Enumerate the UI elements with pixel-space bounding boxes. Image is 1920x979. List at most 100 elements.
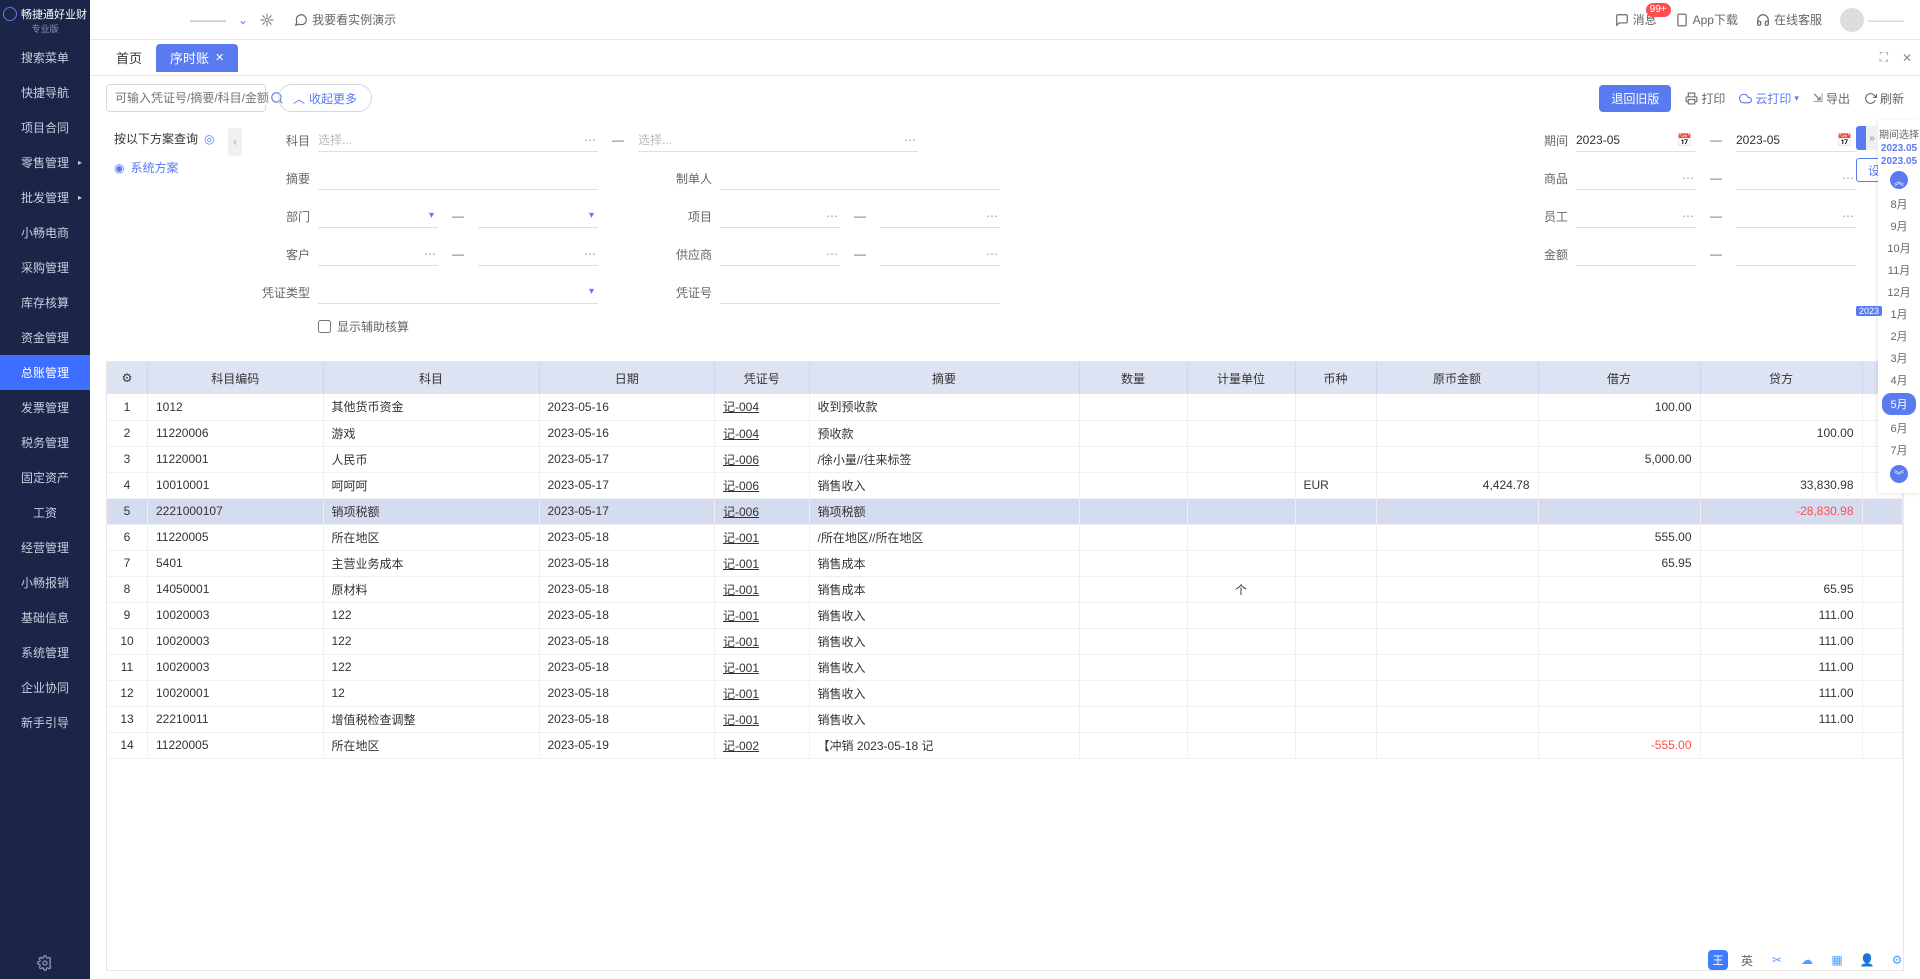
sidebar-item[interactable]: 工资: [0, 495, 90, 530]
sidebar-settings[interactable]: [0, 947, 90, 979]
period-from-input[interactable]: 2023-05📅: [1576, 128, 1696, 152]
goods-to-input[interactable]: ⋯: [1736, 166, 1856, 190]
messages-button[interactable]: 消息 99+: [1615, 11, 1657, 28]
table-row[interactable]: 311220001人民币2023-05-17记-006/徐小量//往来标签5,0…: [107, 446, 1903, 472]
table-row[interactable]: 9100200031222023-05-18记-001销售收入111.00: [107, 602, 1903, 628]
column-header[interactable]: 原币金额: [1376, 362, 1538, 394]
table-row[interactable]: 211220006游戏2023-05-16记-004预收款100.00: [107, 420, 1903, 446]
table-row[interactable]: 11100200031222023-05-18记-001销售收入111.00: [107, 654, 1903, 680]
column-header[interactable]: 凭证号: [715, 362, 810, 394]
table-row[interactable]: 11012其他货币资金2023-05-16记-004收到预收款100.00: [107, 394, 1903, 420]
sidebar-item[interactable]: 企业协同: [0, 670, 90, 705]
cloud-icon[interactable]: ☁: [1796, 949, 1818, 971]
close-tab-icon[interactable]: ✕: [215, 51, 224, 64]
period-month[interactable]: 6月: [1878, 417, 1920, 439]
subject-to-input[interactable]: 选择...⋯: [638, 128, 918, 152]
dept-from-input[interactable]: ▾: [318, 204, 438, 228]
summary-input[interactable]: [318, 166, 598, 190]
period-to-input[interactable]: 2023-05📅: [1736, 128, 1856, 152]
period-month[interactable]: 8月: [1878, 193, 1920, 215]
period-month[interactable]: 1月2023: [1878, 303, 1920, 325]
column-header[interactable]: 日期: [539, 362, 715, 394]
more-icon[interactable]: ⋯: [904, 133, 916, 147]
expand-period-icon[interactable]: »: [1866, 126, 1878, 150]
amount-from-input[interactable]: [1576, 242, 1696, 266]
supplier-from-input[interactable]: ⋯: [720, 242, 840, 266]
sidebar-item[interactable]: 快捷导航: [0, 75, 90, 110]
sidebar-item[interactable]: 新手引导: [0, 705, 90, 740]
lang-indicator[interactable]: 英: [1736, 949, 1758, 971]
period-month[interactable]: 4月: [1878, 369, 1920, 391]
employee-to-input[interactable]: ⋯: [1736, 204, 1856, 228]
amount-to-input[interactable]: [1736, 242, 1856, 266]
sidebar-item[interactable]: 总账管理: [0, 355, 90, 390]
app-download-button[interactable]: App下载: [1675, 11, 1738, 28]
collapse-filters-button[interactable]: ︿ 收起更多: [278, 84, 372, 112]
user-menu[interactable]: ———: [1840, 8, 1904, 32]
table-row[interactable]: 814050001原材料2023-05-18记-001销售成本个65.95: [107, 576, 1903, 602]
collapse-scheme-icon[interactable]: ‹: [228, 128, 242, 156]
sidebar-item[interactable]: 库存核算: [0, 285, 90, 320]
person-icon[interactable]: 👤: [1856, 949, 1878, 971]
tab-home[interactable]: 首页: [102, 44, 156, 72]
company-settings-icon[interactable]: [260, 13, 274, 27]
dept-to-input[interactable]: ▾: [478, 204, 598, 228]
project-from-input[interactable]: ⋯: [720, 204, 840, 228]
sidebar-item[interactable]: 资金管理: [0, 320, 90, 355]
customer-to-input[interactable]: ⋯: [478, 242, 598, 266]
column-header[interactable]: 科目编码: [148, 362, 324, 394]
table-row[interactable]: 1210020001122023-05-18记-001销售收入111.00: [107, 680, 1903, 706]
support-button[interactable]: 在线客服: [1756, 11, 1822, 28]
refresh-button[interactable]: 刷新: [1864, 90, 1904, 107]
period-down-icon[interactable]: ︾: [1890, 465, 1908, 483]
period-month[interactable]: 7月: [1878, 439, 1920, 461]
target-icon[interactable]: ◎: [204, 132, 214, 146]
sidebar-item[interactable]: 零售管理▸: [0, 145, 90, 180]
scissors-icon[interactable]: ✂: [1766, 949, 1788, 971]
cloud-print-button[interactable]: 云打印 ▾: [1739, 90, 1799, 107]
sidebar-item[interactable]: 项目合同: [0, 110, 90, 145]
calendar-icon[interactable]: 📅: [1837, 133, 1852, 147]
company-switch-icon[interactable]: ⌄: [238, 13, 248, 27]
table-row[interactable]: 611220005所在地区2023-05-18记-001/所在地区//所在地区5…: [107, 524, 1903, 550]
period-month[interactable]: 12月: [1878, 281, 1920, 303]
period-month[interactable]: 9月: [1878, 215, 1920, 237]
project-to-input[interactable]: ⋯: [880, 204, 1000, 228]
search-input[interactable]: [115, 91, 270, 105]
sidebar-item[interactable]: 批发管理▸: [0, 180, 90, 215]
column-header[interactable]: 币种: [1295, 362, 1376, 394]
column-header[interactable]: 数量: [1079, 362, 1187, 394]
subject-from-input[interactable]: 选择...⋯: [318, 128, 598, 152]
period-month[interactable]: 5月: [1882, 393, 1916, 415]
table-row[interactable]: 1411220005所在地区2023-05-19记-002【冲销 2023-05…: [107, 732, 1903, 758]
column-header[interactable]: 借方: [1538, 362, 1700, 394]
demo-link[interactable]: 我要看实例演示: [294, 11, 396, 28]
column-header[interactable]: 科目: [323, 362, 539, 394]
customer-from-input[interactable]: ⋯: [318, 242, 438, 266]
close-all-tabs-icon[interactable]: ✕: [1902, 51, 1912, 65]
calendar-icon[interactable]: 📅: [1677, 133, 1692, 147]
column-header[interactable]: 计量单位: [1187, 362, 1295, 394]
export-button[interactable]: ⇲ 导出: [1813, 90, 1850, 107]
vtype-input[interactable]: ▾: [318, 280, 598, 304]
table-row[interactable]: 10100200031222023-05-18记-001销售收入111.00: [107, 628, 1903, 654]
sidebar-item[interactable]: 税务管理: [0, 425, 90, 460]
supplier-to-input[interactable]: ⋯: [880, 242, 1000, 266]
aux-accounting-checkbox[interactable]: 显示辅助核算: [318, 318, 409, 335]
period-up-icon[interactable]: ︽: [1890, 171, 1908, 189]
ime-badge[interactable]: 王: [1708, 950, 1728, 970]
row-settings-header[interactable]: ⚙: [107, 362, 148, 394]
column-header[interactable]: 摘要: [809, 362, 1079, 394]
period-month[interactable]: 11月: [1878, 259, 1920, 281]
sidebar-item[interactable]: 小畅报销: [0, 565, 90, 600]
print-button[interactable]: 打印: [1685, 90, 1725, 107]
vno-input[interactable]: [720, 280, 1000, 304]
period-month[interactable]: 2月: [1878, 325, 1920, 347]
fullscreen-icon[interactable]: ⛶: [1880, 50, 1888, 65]
sidebar-item[interactable]: 发票管理: [0, 390, 90, 425]
system-scheme-button[interactable]: ◉ 系统方案: [114, 159, 228, 176]
gear-icon[interactable]: ⚙: [1886, 949, 1908, 971]
employee-from-input[interactable]: ⋯: [1576, 204, 1696, 228]
grid-icon[interactable]: ▦: [1826, 949, 1848, 971]
period-month[interactable]: 3月: [1878, 347, 1920, 369]
